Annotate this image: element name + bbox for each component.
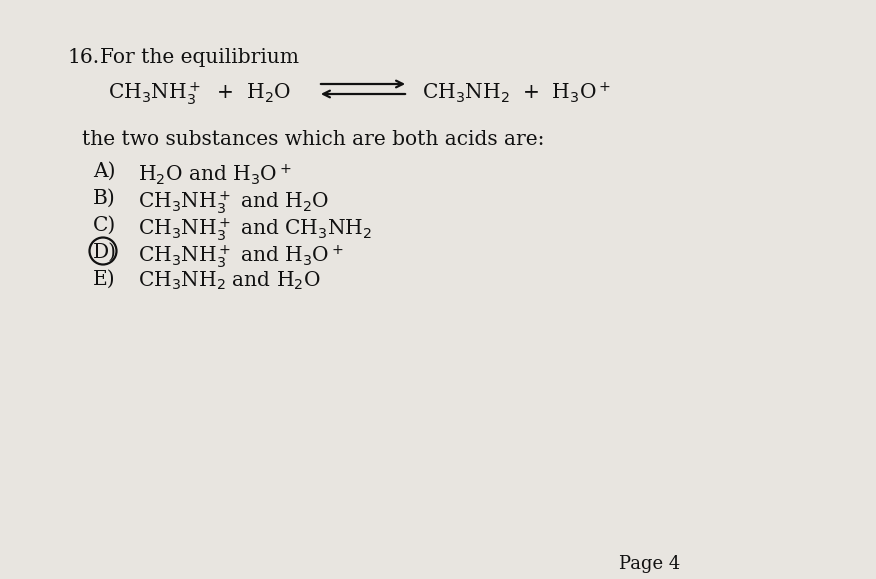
- Text: CH$_3$NH$_3^+$  +  H$_2$O: CH$_3$NH$_3^+$ + H$_2$O: [108, 80, 291, 107]
- Text: CH$_3$NH$_2$  +  H$_3$O$^+$: CH$_3$NH$_2$ + H$_3$O$^+$: [422, 80, 611, 105]
- Text: E): E): [93, 270, 116, 289]
- Text: For the equilibrium: For the equilibrium: [100, 48, 299, 67]
- Text: Page 4: Page 4: [619, 555, 681, 573]
- Text: C): C): [93, 216, 117, 235]
- Text: CH$_3$NH$_3^+$ and H$_3$O$^+$: CH$_3$NH$_3^+$ and H$_3$O$^+$: [138, 243, 343, 270]
- Text: A): A): [93, 162, 116, 181]
- Text: CH$_3$NH$_2$ and H$_2$O: CH$_3$NH$_2$ and H$_2$O: [138, 270, 321, 292]
- Text: B): B): [93, 189, 116, 208]
- Text: H$_2$O and H$_3$O$^+$: H$_2$O and H$_3$O$^+$: [138, 162, 292, 186]
- Text: the two substances which are both acids are:: the two substances which are both acids …: [82, 130, 545, 149]
- Text: CH$_3$NH$_3^+$ and H$_2$O: CH$_3$NH$_3^+$ and H$_2$O: [138, 189, 329, 216]
- Text: D): D): [93, 243, 117, 262]
- Text: CH$_3$NH$_3^+$ and CH$_3$NH$_2$: CH$_3$NH$_3^+$ and CH$_3$NH$_2$: [138, 216, 372, 243]
- Text: 16.: 16.: [68, 48, 100, 67]
